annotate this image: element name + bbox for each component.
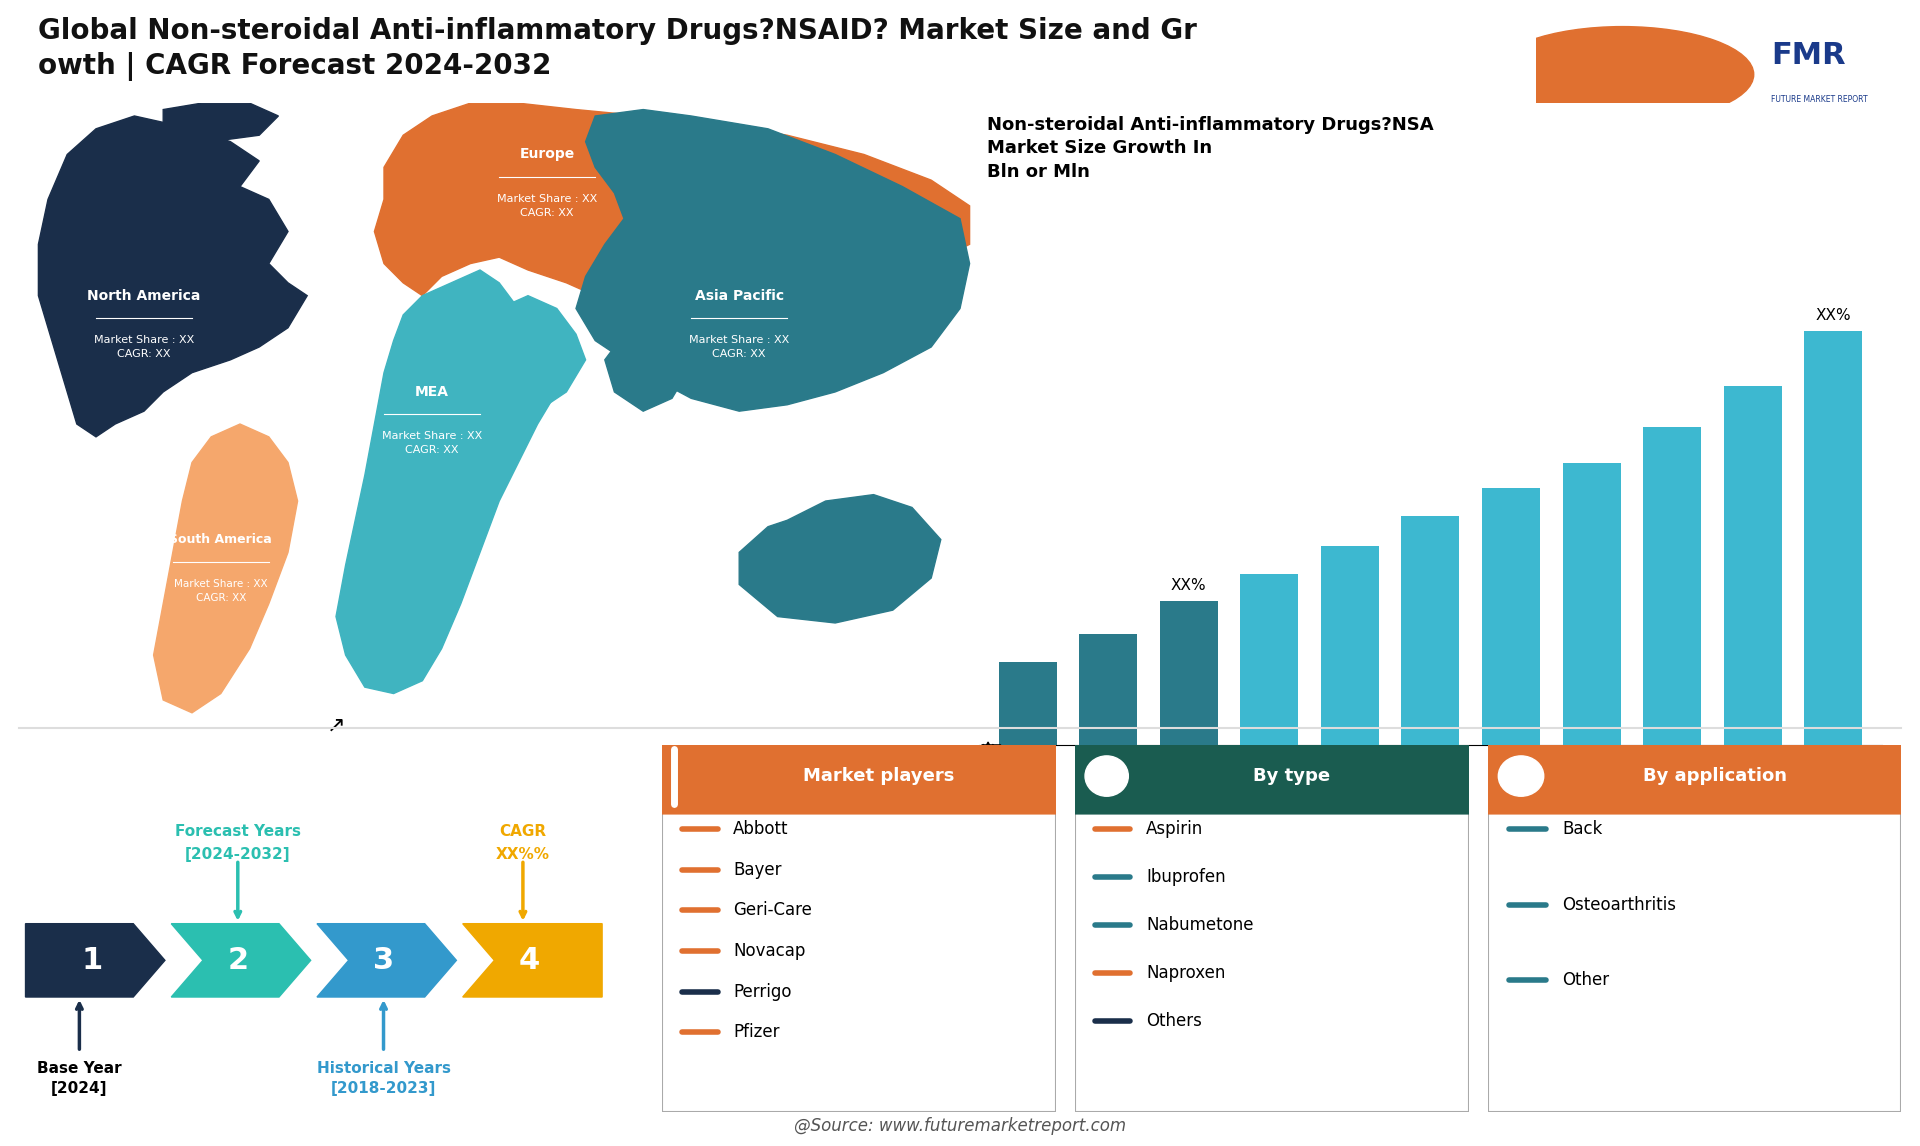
Text: @Source: www.futuremarketreport.com: @Source: www.futuremarketreport.com xyxy=(795,1116,1125,1135)
Text: Non-steroidal Anti-inflammatory Drugs?NSA
Market Size Growth In
Bln or Mln: Non-steroidal Anti-inflammatory Drugs?NS… xyxy=(987,116,1434,181)
Text: Europe: Europe xyxy=(520,148,574,162)
Bar xyxy=(1075,807,1469,1112)
Bar xyxy=(1402,516,1459,745)
Bar xyxy=(1724,386,1782,745)
Text: FUTURE MARKET REPORT: FUTURE MARKET REPORT xyxy=(1770,95,1868,104)
Polygon shape xyxy=(38,116,307,437)
Text: [2024-2032]: [2024-2032] xyxy=(184,847,290,863)
Polygon shape xyxy=(463,924,603,997)
Text: Market Share : XX
CAGR: XX: Market Share : XX CAGR: XX xyxy=(497,194,597,218)
Bar xyxy=(1160,602,1217,745)
Circle shape xyxy=(1085,756,1129,796)
Text: Back: Back xyxy=(1563,821,1603,838)
Text: By type: By type xyxy=(1254,767,1331,785)
Bar xyxy=(1240,574,1298,745)
Text: [2018-2023]: [2018-2023] xyxy=(330,1081,436,1097)
Polygon shape xyxy=(25,924,165,997)
Text: Geri-Care: Geri-Care xyxy=(733,902,812,919)
Text: Osteoarthritis: Osteoarthritis xyxy=(1563,896,1676,913)
Text: Pfizer: Pfizer xyxy=(733,1023,780,1042)
Bar xyxy=(1482,488,1540,745)
Bar xyxy=(998,662,1056,745)
Text: Market Share : XX
CAGR: XX: Market Share : XX CAGR: XX xyxy=(689,335,789,359)
Polygon shape xyxy=(374,103,970,296)
Text: North America: North America xyxy=(86,289,202,303)
Polygon shape xyxy=(576,110,970,411)
Circle shape xyxy=(1492,26,1753,123)
Polygon shape xyxy=(739,495,941,623)
Text: 2: 2 xyxy=(227,945,248,975)
Text: Asia Pacific: Asia Pacific xyxy=(695,289,783,303)
Bar xyxy=(1563,463,1620,745)
Bar xyxy=(1321,547,1379,745)
Polygon shape xyxy=(499,296,586,411)
Text: Aspirin: Aspirin xyxy=(1146,821,1204,838)
Text: [2024]: [2024] xyxy=(52,1081,108,1097)
Circle shape xyxy=(1498,756,1544,796)
Text: XX%: XX% xyxy=(1816,308,1851,323)
FancyBboxPatch shape xyxy=(1476,738,1912,815)
Text: Market Share : XX
CAGR: XX: Market Share : XX CAGR: XX xyxy=(175,579,267,603)
Text: Perrigo: Perrigo xyxy=(733,983,791,1000)
Text: Base Year: Base Year xyxy=(36,1060,121,1076)
Bar xyxy=(1805,331,1862,745)
FancyBboxPatch shape xyxy=(1064,738,1480,815)
Text: Naproxen: Naproxen xyxy=(1146,964,1225,982)
Text: XX%: XX% xyxy=(1171,579,1206,594)
Text: 1: 1 xyxy=(81,945,102,975)
Text: Nabumetone: Nabumetone xyxy=(1146,917,1254,934)
Text: Forecast Years: Forecast Years xyxy=(175,824,301,840)
Polygon shape xyxy=(154,424,298,713)
Polygon shape xyxy=(336,270,566,693)
Text: Other: Other xyxy=(1563,971,1609,989)
FancyBboxPatch shape xyxy=(651,738,1068,815)
Text: Market Share : XX
CAGR: XX: Market Share : XX CAGR: XX xyxy=(94,335,194,359)
Polygon shape xyxy=(605,328,691,411)
Bar xyxy=(1079,635,1137,745)
Text: Abbott: Abbott xyxy=(733,821,789,838)
Text: CAGR: CAGR xyxy=(499,824,547,840)
Text: Others: Others xyxy=(1146,1012,1202,1030)
Text: Ibuprofen: Ibuprofen xyxy=(1146,869,1225,886)
Text: Global Non-steroidal Anti-inflammatory Drugs?NSAID? Market Size and Gr: Global Non-steroidal Anti-inflammatory D… xyxy=(38,17,1198,45)
Polygon shape xyxy=(317,924,457,997)
Text: 3: 3 xyxy=(372,945,394,975)
Text: ↗: ↗ xyxy=(326,715,346,736)
Polygon shape xyxy=(171,924,311,997)
Text: By application: By application xyxy=(1644,767,1788,785)
Text: owth | CAGR Forecast 2024-2032: owth | CAGR Forecast 2024-2032 xyxy=(38,52,551,80)
Polygon shape xyxy=(163,103,278,142)
Text: FMR: FMR xyxy=(1770,41,1845,70)
Text: Bayer: Bayer xyxy=(733,861,781,879)
Text: Novacap: Novacap xyxy=(733,942,806,960)
Text: XX%%: XX%% xyxy=(495,847,549,863)
Text: Historical Years: Historical Years xyxy=(317,1060,451,1076)
Text: MEA: MEA xyxy=(415,385,449,399)
Bar xyxy=(1488,807,1901,1112)
Bar xyxy=(1644,427,1701,745)
Text: Market Share : XX
CAGR: XX: Market Share : XX CAGR: XX xyxy=(382,431,482,455)
Bar xyxy=(662,807,1056,1112)
Text: 4: 4 xyxy=(518,945,540,975)
Text: Market players: Market players xyxy=(803,767,954,785)
Text: South America: South America xyxy=(169,533,273,545)
